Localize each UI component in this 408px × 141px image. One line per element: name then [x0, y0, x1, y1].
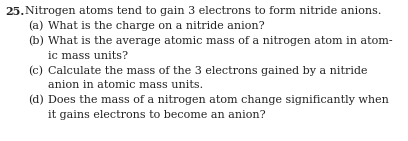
Text: Nitrogen atoms tend to gain 3 electrons to form nitride anions.: Nitrogen atoms tend to gain 3 electrons …: [25, 6, 381, 16]
Text: ic mass units?: ic mass units?: [48, 51, 128, 61]
Text: (b): (b): [28, 36, 44, 46]
Text: What is the average atomic mass of a nitrogen atom in atom-: What is the average atomic mass of a nit…: [48, 36, 393, 46]
Text: Calculate the mass of the 3 electrons gained by a nitride: Calculate the mass of the 3 electrons ga…: [48, 66, 368, 76]
Text: Does the mass of a nitrogen atom change significantly when: Does the mass of a nitrogen atom change …: [48, 95, 389, 105]
Text: (c): (c): [28, 66, 43, 76]
Text: (a): (a): [28, 21, 43, 31]
Text: 25.: 25.: [5, 6, 24, 17]
Text: anion in atomic mass units.: anion in atomic mass units.: [48, 80, 203, 90]
Text: it gains electrons to become an anion?: it gains electrons to become an anion?: [48, 110, 266, 120]
Text: What is the charge on a nitride anion?: What is the charge on a nitride anion?: [48, 21, 265, 31]
Text: (d): (d): [28, 95, 44, 105]
